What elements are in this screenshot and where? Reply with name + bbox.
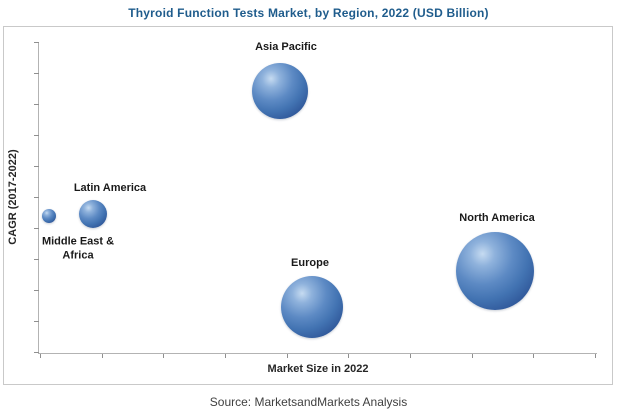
x-axis-tick: [471, 354, 473, 358]
bubble-label-latin-america: Latin America: [73, 181, 147, 194]
y-axis-tick: [34, 321, 39, 322]
y-axis-tick: [34, 73, 39, 74]
y-axis-tick: [34, 166, 39, 167]
bubble-latin-america: [79, 200, 107, 228]
y-axis-tick: [34, 290, 39, 291]
y-axis-tick: [34, 104, 39, 105]
x-axis-tick: [40, 354, 41, 358]
x-axis-line: [38, 353, 597, 354]
x-axis-tick: [348, 354, 350, 358]
bubble-europe: [281, 276, 343, 338]
x-axis-tick: [595, 354, 596, 358]
bubble-middle-east-africa: [42, 209, 56, 223]
x-axis-tick: [163, 354, 165, 358]
y-axis-label: CAGR (2017-2022): [7, 149, 19, 245]
bubble-label-europe: Europe: [291, 256, 329, 269]
x-axis-tick: [533, 354, 535, 358]
y-axis-tick: [34, 259, 39, 260]
source-attribution: Source: MarketsandMarkets Analysis: [209, 395, 408, 409]
bubble-north-america: [456, 232, 534, 310]
y-axis-tick: [34, 197, 39, 198]
x-axis-label: Market Size in 2022: [267, 363, 369, 375]
x-axis-tick: [286, 354, 288, 358]
bubble-asia-pacific: [252, 63, 308, 119]
bubble-label-middle-east-africa: Middle East & Africa: [41, 235, 115, 262]
y-axis-tick: [34, 228, 39, 229]
chart-title: Thyroid Function Tests Market, by Region…: [128, 6, 489, 20]
x-axis-tick: [225, 354, 226, 358]
bubble-label-north-america: North America: [459, 211, 535, 224]
x-axis-tick: [101, 354, 103, 358]
y-axis-tick: [34, 42, 39, 43]
bubble-label-asia-pacific: Asia Pacific: [255, 40, 317, 53]
y-axis-tick: [34, 135, 39, 136]
y-axis-tick: [34, 352, 39, 353]
x-axis-tick: [410, 354, 411, 358]
